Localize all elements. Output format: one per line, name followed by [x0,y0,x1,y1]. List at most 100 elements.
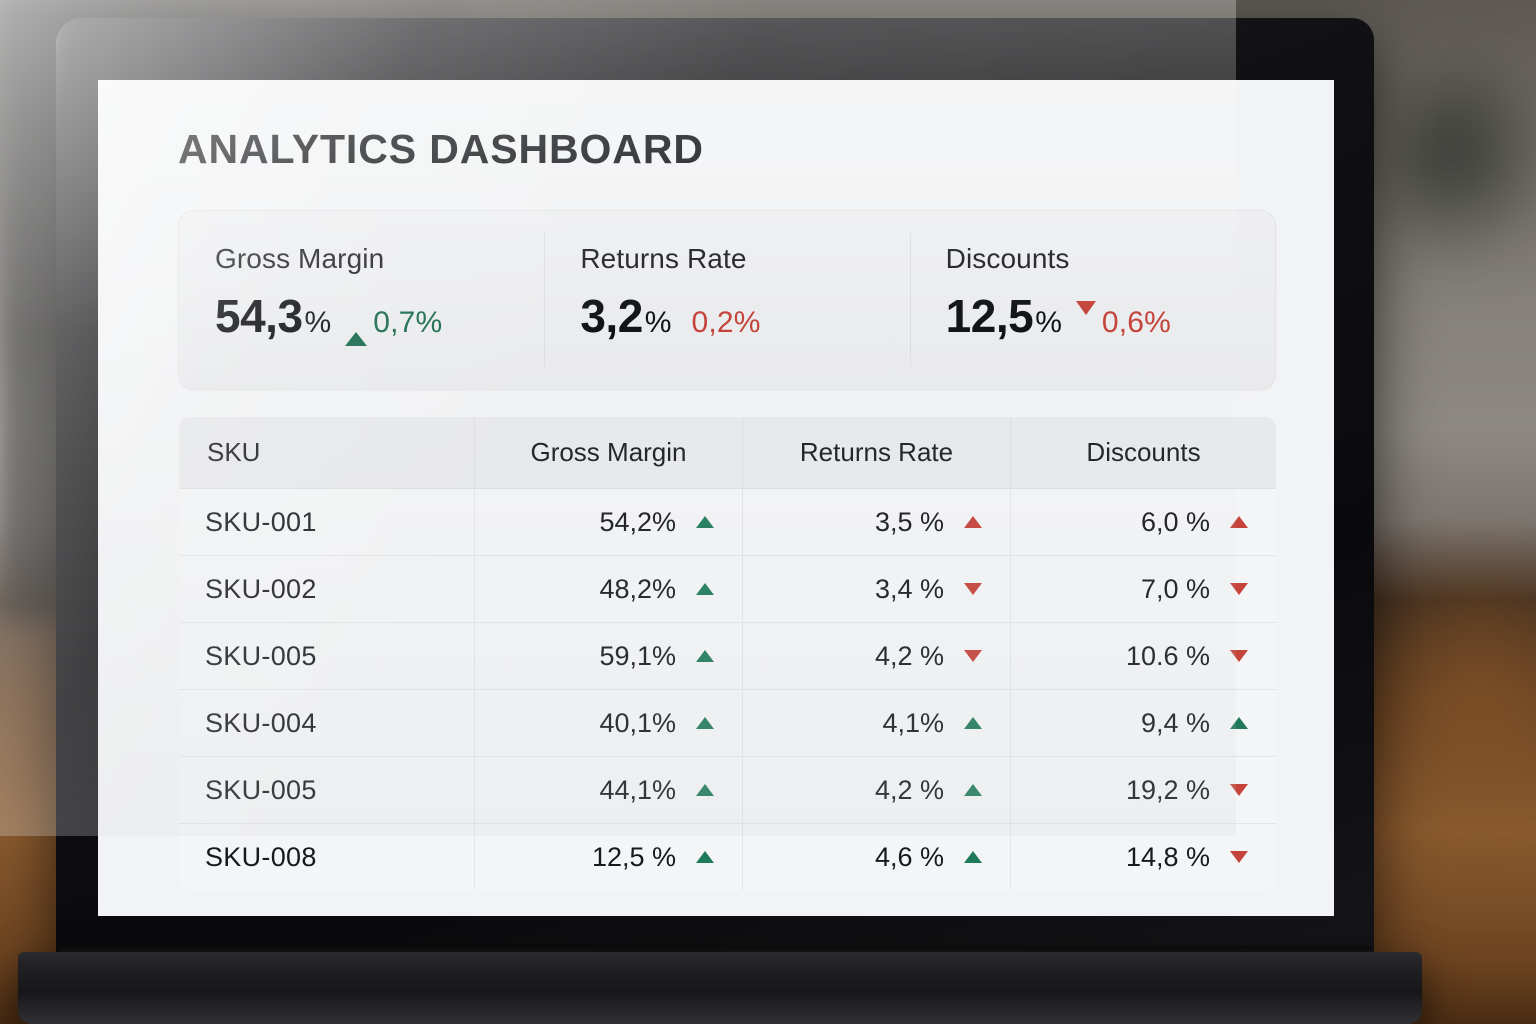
triangle-up-icon [962,717,984,729]
cell-returns-rate: 4,2 % [742,756,1011,824]
triangle-up-icon [694,583,716,595]
metric-value: 44,1% [599,774,676,805]
metric-value: 54,2% [599,506,676,537]
cell-gross-margin: 59,1% [474,622,743,690]
kpi-label: Gross Margin [215,243,385,274]
metric-value: 19,2 % [1125,774,1210,805]
metric-value: 4,2 % [874,640,944,671]
cell-sku: SKU-005 [179,756,475,824]
column-header-gross-margin[interactable]: Gross Margin [474,417,743,489]
metric-value: 59,1% [599,640,676,671]
metric-value: 4,1% [882,707,944,738]
triangle-up-icon [345,315,368,346]
metric-value: 3,5 % [874,506,944,537]
metric-wrapper: 40,1% [501,708,716,739]
table-row[interactable]: SKU-005 59,1% 4,2 % 10.6 % [179,622,1276,690]
cell-returns-rate: 4,6 % [742,823,1011,890]
triangle-up-icon [962,784,984,796]
cell-gross-margin: 44,1% [474,756,743,824]
cell-sku: SKU-001 [179,488,475,556]
cell-discounts: 6,0 % [1010,488,1276,556]
metric-wrapper: 10.6 % [1037,641,1250,672]
sku-metrics-table: SKU Gross Margin Returns Rate Discounts … [178,416,1277,891]
triangle-up-icon [694,717,716,729]
triangle-up-icon [694,650,716,662]
cell-gross-margin: 48,2% [474,555,743,623]
column-header-sku[interactable]: SKU [179,417,475,489]
metric-wrapper: 48,2% [501,574,716,605]
triangle-up-icon [694,516,716,528]
metric-wrapper: 4,2 % [769,641,984,672]
cell-returns-rate: 3,5 % [742,488,1011,556]
triangle-down-icon [962,650,984,662]
table-row[interactable]: SKU-001 54,2% 3,5 % 6,0 % [179,488,1276,556]
cell-gross-margin: 40,1% [474,689,743,757]
metric-value: 7,0 % [1140,573,1210,604]
kpi-value-row: 12,5 % 0,6% [946,289,1275,343]
kpi-label: Discounts [945,243,1070,274]
column-header-returns-rate[interactable]: Returns Rate [742,417,1011,489]
triangle-down-icon [1228,851,1250,863]
cell-discounts: 10.6 % [1010,622,1276,690]
metric-wrapper: 44,1% [501,775,716,806]
metric-value: 40,1% [599,707,676,738]
metric-value: 4,2 % [874,774,944,805]
kpi-value-row: 3,2 % 0,2% [580,289,909,343]
kpi-value: 12,5 [945,290,1034,342]
metric-wrapper: 3,4 % [769,574,984,605]
triangle-down-icon [1228,784,1250,796]
triangle-up-icon [694,851,716,863]
metric-value: 14,8 % [1125,841,1210,872]
kpi-delta: 0,7% [373,306,443,339]
kpi-card-returns-rate[interactable]: Returns Rate 3,2 % 0,2% [544,211,909,389]
cell-sku: SKU-008 [179,823,475,890]
metric-wrapper: 9,4 % [1037,708,1250,739]
kpi-label: Returns Rate [580,243,747,274]
cell-returns-rate: 4,1% [742,689,1011,757]
kpi-value: 54,3 [215,290,303,342]
metric-wrapper: 6,0 % [1037,507,1250,538]
metric-value: 9,4 % [1140,707,1210,738]
cell-discounts: 19,2 % [1010,756,1276,824]
metric-wrapper: 14,8 % [1037,842,1250,873]
kpi-delta: 0,2% [691,306,761,339]
metric-wrapper: 4,2 % [769,775,984,806]
metric-wrapper: 4,6 % [769,842,984,873]
cell-returns-rate: 3,4 % [742,555,1011,623]
table-row[interactable]: SKU-008 12,5 % 4,6 % 14,8 % [179,823,1276,890]
triangle-down-icon [1228,583,1250,595]
table-row[interactable]: SKU-004 40,1% 4,1% 9,4 % [179,689,1276,757]
background-blur-wood-highlight [1380,560,1536,820]
kpi-summary-strip: Gross Margin 54,3 % 0,7% Returns Rate 3,… [178,210,1276,390]
kpi-value-unit: % [644,306,672,339]
metric-wrapper: 59,1% [501,641,716,672]
table-header-row: SKU Gross Margin Returns Rate Discounts [179,417,1276,489]
table-row[interactable]: SKU-005 44,1% 4,2 % 19,2 % [179,756,1276,824]
metric-value: 10.6 % [1125,640,1210,671]
triangle-down-icon [1075,301,1096,333]
metric-value: 4,6 % [874,841,944,872]
metric-value: 3,4 % [874,573,944,604]
metric-value: 48,2% [599,573,676,604]
metric-wrapper: 4,1% [769,708,984,739]
cell-sku: SKU-005 [179,622,475,690]
triangle-up-icon [962,516,984,528]
metric-value: 6,0 % [1140,506,1210,537]
kpi-card-gross-margin[interactable]: Gross Margin 54,3 % 0,7% [179,211,544,389]
table-row[interactable]: SKU-002 48,2% 3,4 % 7,0 % [179,555,1276,623]
cell-gross-margin: 54,2% [474,488,743,556]
metric-wrapper: 19,2 % [1037,775,1250,806]
dashboard-page: ANALYTICS DASHBOARD Gross Margin 54,3 % … [98,80,1334,916]
metric-wrapper: 54,2% [501,507,716,538]
triangle-up-icon [1228,516,1250,528]
kpi-value: 3,2 [580,290,643,342]
laptop-screen: ANALYTICS DASHBOARD Gross Margin 54,3 % … [98,80,1334,916]
cell-sku: SKU-004 [179,689,475,757]
metric-wrapper: 3,5 % [769,507,984,538]
cell-discounts: 14,8 % [1010,823,1276,890]
column-header-discounts[interactable]: Discounts [1010,417,1276,489]
kpi-card-discounts[interactable]: Discounts 12,5 % 0,6% [909,211,1275,389]
table-header: SKU Gross Margin Returns Rate Discounts [179,417,1276,489]
cell-discounts: 7,0 % [1010,555,1276,623]
